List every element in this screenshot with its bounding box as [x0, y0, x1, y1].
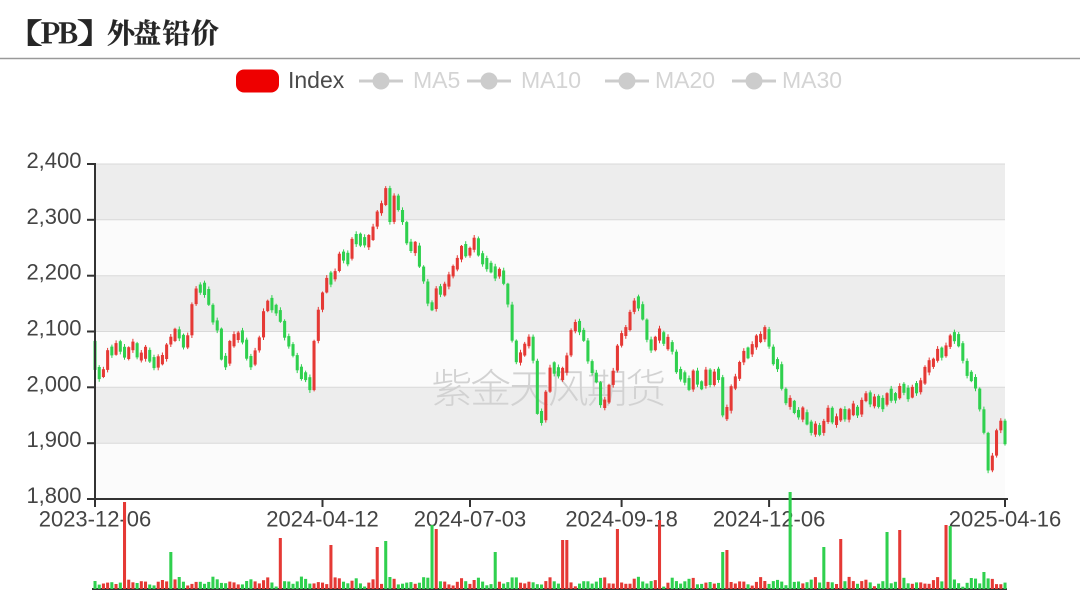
svg-text:2,200: 2,200	[26, 260, 81, 285]
svg-text:MA10: MA10	[521, 67, 581, 93]
svg-text:1,900: 1,900	[26, 427, 81, 452]
svg-text:2,400: 2,400	[26, 148, 81, 173]
svg-text:1,800: 1,800	[26, 483, 81, 508]
svg-text:2024-04-12: 2024-04-12	[266, 507, 379, 532]
svg-text:2,300: 2,300	[26, 204, 81, 229]
svg-text:MA30: MA30	[782, 67, 842, 93]
svg-text:2025-04-16: 2025-04-16	[949, 507, 1062, 532]
svg-text:2024-12-06: 2024-12-06	[713, 507, 826, 532]
svg-text:Index: Index	[288, 67, 345, 93]
svg-text:2023-12-06: 2023-12-06	[39, 507, 152, 532]
svg-text:2,100: 2,100	[26, 316, 81, 341]
svg-text:MA5: MA5	[413, 67, 460, 93]
svg-text:MA20: MA20	[655, 67, 715, 93]
svg-text:2,000: 2,000	[26, 371, 81, 396]
